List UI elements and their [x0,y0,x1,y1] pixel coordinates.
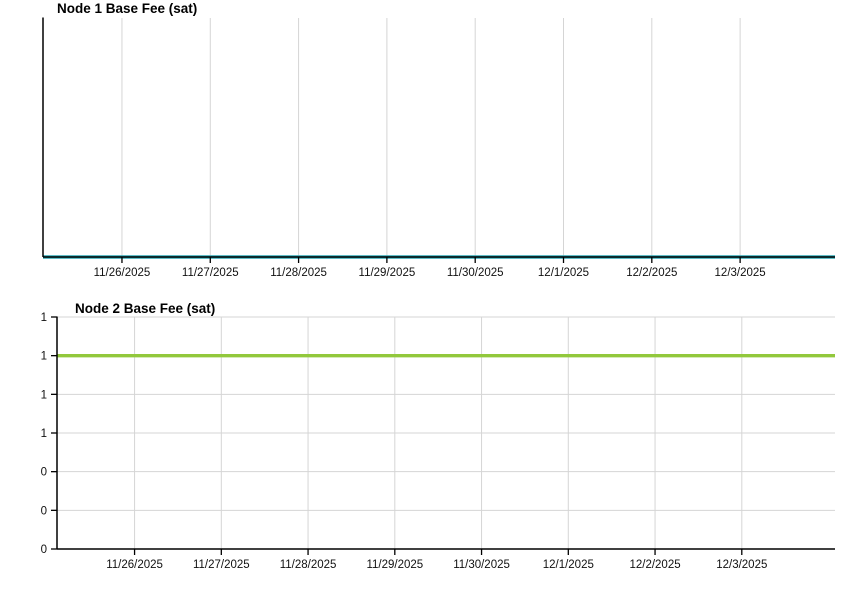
node1-base-fee-chart: Node 1 Base Fee (sat) 11/26/2025 11/27/20… [42,1,835,279]
x-tick-label: 11/26/2025 [94,267,151,279]
node2-chart-title: Node 2 Base Fee (sat) [75,301,216,316]
x-tick-label: 12/1/2025 [538,267,589,279]
y-tick-label: 0 [41,505,47,517]
y-tick-label: 0 [41,467,47,479]
node2-base-fee-chart: Node 2 Base Fee (sat) 1 1 1 1 0 0 0 11/26/2025 1… [0,300,860,600]
x-tick-label: 12/2/2025 [629,559,680,571]
y-tick-label: 1 [41,428,47,440]
y-tick-label: 1 [41,389,47,401]
x-tick-label: 12/1/2025 [543,559,594,571]
y-tick-label: 1 [41,312,47,324]
x-tick-label: 11/27/2025 [182,267,239,279]
x-tick-label: 12/3/2025 [716,559,767,571]
node1-chart-title: Node 1 Base Fee (sat) [57,1,198,16]
x-tick-label: 11/29/2025 [359,267,416,279]
x-tick-label: 11/30/2025 [453,559,510,571]
y-tick-label: 0 [41,544,47,556]
x-tick-label: 11/28/2025 [280,559,337,571]
x-tick-label: 11/26/2025 [106,559,163,571]
x-tick-label: 11/28/2025 [270,267,327,279]
node1-chart-plot: 11/26/2025 11/27/2025 11/28/2025 11/29/2025… [42,17,835,279]
x-tick-label: 12/3/2025 [715,267,766,279]
x-tick-label: 12/2/2025 [626,267,677,279]
x-tick-label: 11/27/2025 [193,559,250,571]
x-tick-label: 11/30/2025 [447,267,504,279]
y-tick-label: 1 [41,351,47,363]
x-tick-label: 11/29/2025 [366,559,423,571]
node2-chart-plot: 1 1 1 1 0 0 0 11/26/2025 11/27/2025 11/28/2025 11/… [41,312,835,571]
